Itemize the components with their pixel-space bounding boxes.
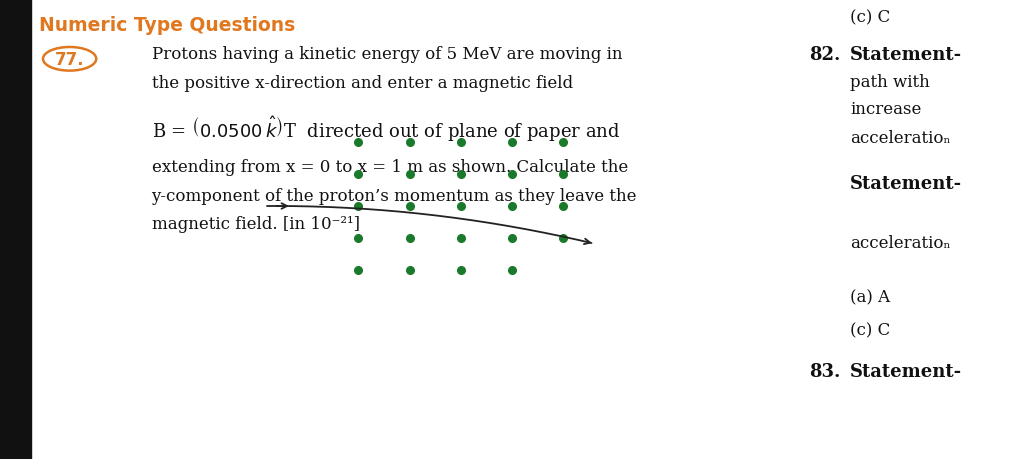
Text: 82.: 82. — [809, 46, 841, 64]
Text: 77.: 77. — [55, 50, 84, 69]
Text: Statement-: Statement- — [850, 174, 962, 192]
Text: increase: increase — [850, 101, 922, 118]
Text: 83.: 83. — [809, 363, 841, 381]
Text: Protons having a kinetic energy of 5 MeV are moving in: Protons having a kinetic energy of 5 MeV… — [152, 46, 622, 63]
Text: acceleratioₙ: acceleratioₙ — [850, 129, 950, 146]
Text: (c) C: (c) C — [850, 321, 890, 338]
Text: path with: path with — [850, 73, 930, 90]
Text: acceleratioₙ: acceleratioₙ — [850, 234, 950, 251]
Bar — [0, 0, 31, 459]
Text: Statement-: Statement- — [850, 363, 962, 381]
Text: (c) C: (c) C — [850, 9, 890, 26]
Text: magnetic field. [in 10⁻²¹]: magnetic field. [in 10⁻²¹] — [152, 216, 359, 233]
Text: the positive x-direction and enter a magnetic field: the positive x-direction and enter a mag… — [152, 74, 572, 91]
Text: extending from x = 0 to x = 1 m as shown. Calculate the: extending from x = 0 to x = 1 m as shown… — [152, 159, 628, 176]
Text: (a) A: (a) A — [850, 289, 890, 306]
Text: Statement-: Statement- — [850, 46, 962, 64]
Text: B = $\left(0.0500\,\hat{k}\right)$T  directed out of plane of paper and: B = $\left(0.0500\,\hat{k}\right)$T dire… — [152, 114, 620, 143]
Text: y-component of the proton’s momentum as they leave the: y-component of the proton’s momentum as … — [152, 187, 637, 204]
Text: Numeric Type Questions: Numeric Type Questions — [39, 16, 295, 35]
